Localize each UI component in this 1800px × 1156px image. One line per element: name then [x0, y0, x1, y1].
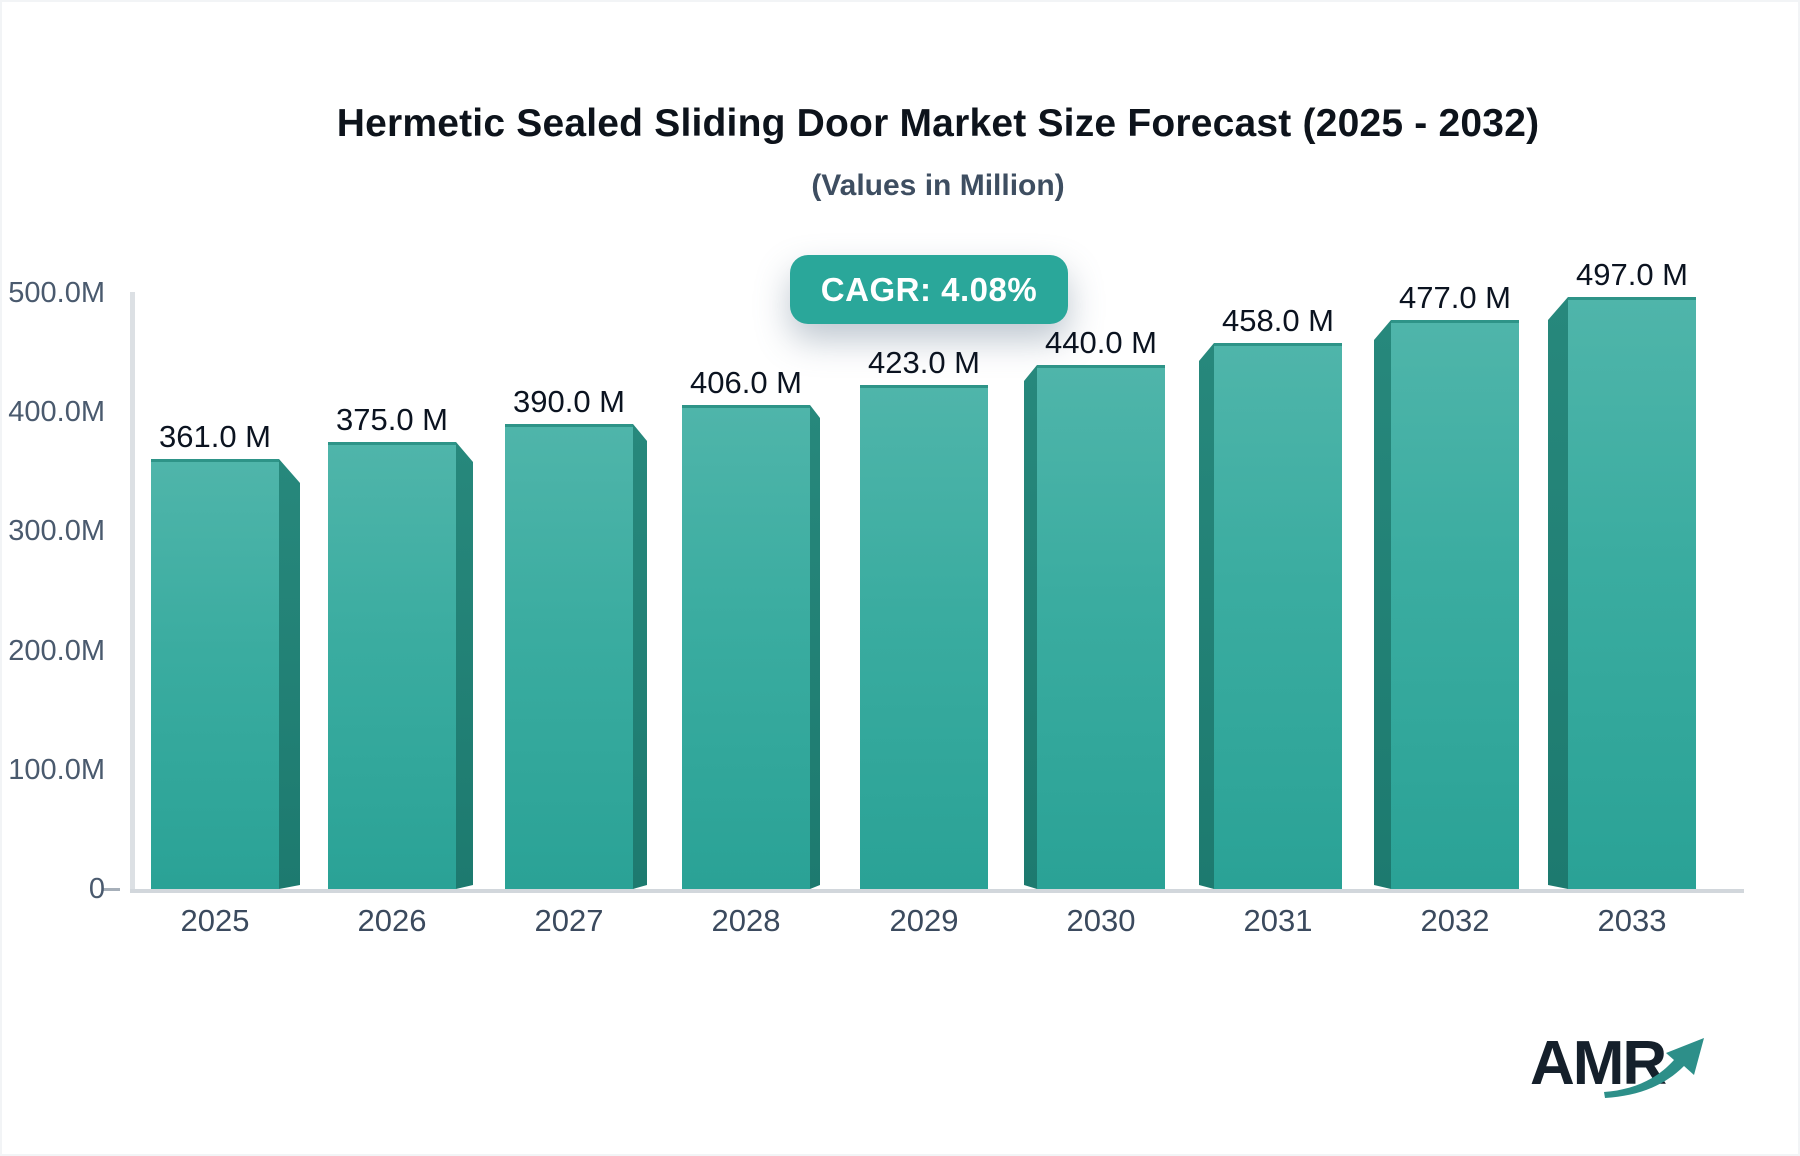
logo-arrow-icon: [1604, 1038, 1704, 1098]
bar-value-label: 375.0 M: [335, 402, 448, 437]
bar-2025: [151, 459, 279, 889]
bar-2029: [860, 385, 988, 889]
x-label-2030: 2030: [1066, 903, 1136, 938]
x-label-2025: 2025: [180, 903, 250, 938]
bar-2033-side-face: [1548, 297, 1568, 889]
bar-2027: [505, 424, 633, 889]
cagr-badge-label: CAGR: 4.08%: [820, 270, 1038, 308]
bar-2026-side-face: [456, 442, 473, 889]
bar-value-label: 406.0 M: [689, 365, 802, 400]
x-label-2032: 2032: [1420, 903, 1490, 938]
bar-2032: [1391, 320, 1519, 889]
bar-2025-side-face: [279, 459, 300, 889]
y-tick-300: 300.0M: [8, 515, 105, 548]
chart-title: Hermetic Sealed Sliding Door Market Size…: [336, 102, 1540, 145]
x-axis-line: [130, 889, 1744, 893]
bar-2028: [682, 405, 810, 889]
bar-value-label: 497.0 M: [1575, 257, 1688, 292]
y-tick-0: 0: [88, 873, 105, 905]
bar-value-label: 361.0 M: [158, 419, 271, 454]
x-label-2027: 2027: [534, 903, 604, 938]
bar-2030: [1037, 365, 1165, 889]
bar-2033: [1568, 297, 1696, 889]
x-label-2028: 2028: [711, 903, 781, 938]
bar-2027-side-face: [633, 424, 647, 889]
y-tick-400: 400.0M: [8, 396, 105, 429]
zero-tick-mark: [103, 888, 120, 891]
bar-2026: [328, 442, 456, 889]
bar-2031-side-face: [1199, 343, 1214, 889]
bar-value-label: 458.0 M: [1221, 303, 1334, 338]
cagr-badge: CAGR: 4.08%: [790, 255, 1068, 324]
bar-value-label: 390.0 M: [512, 384, 625, 419]
x-label-2033: 2033: [1597, 903, 1667, 938]
y-tick-100: 100.0M: [8, 753, 105, 786]
y-tick-500: 500.0M: [8, 277, 105, 309]
bar-2028-side-face: [810, 405, 820, 889]
x-label-2029: 2029: [889, 903, 959, 938]
amr-logo: AMR: [1530, 1032, 1730, 1112]
y-axis-line: [130, 292, 135, 893]
bar-value-label: 440.0 M: [1044, 325, 1157, 360]
bar-value-label: 477.0 M: [1398, 280, 1511, 315]
x-label-2031: 2031: [1243, 903, 1313, 938]
y-tick-200: 200.0M: [8, 634, 105, 667]
bar-value-label: 423.0 M: [867, 345, 980, 380]
x-label-2026: 2026: [357, 903, 427, 938]
bar-2030-side-face: [1024, 365, 1037, 889]
bar-2032-side-face: [1374, 320, 1391, 889]
chart-subtitle: (Values in Million): [811, 169, 1065, 202]
bar-2031: [1214, 343, 1342, 889]
